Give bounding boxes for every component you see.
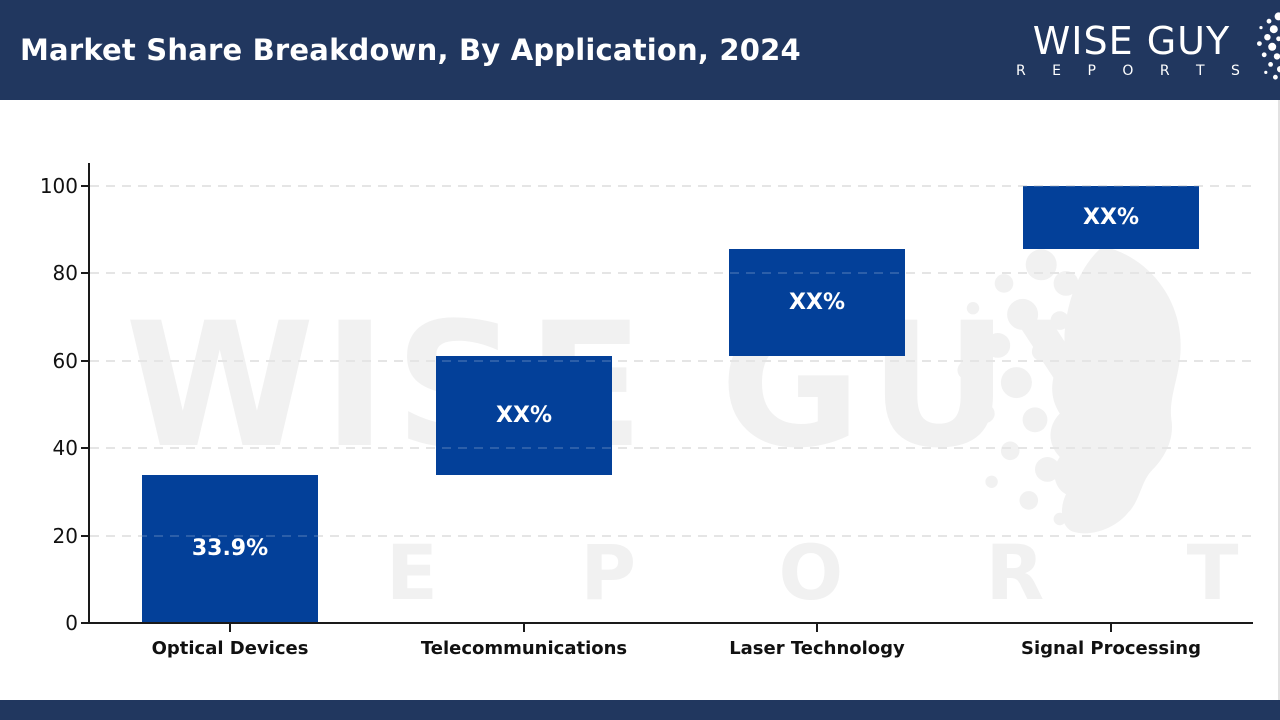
x-axis-tick-mark [229, 624, 231, 632]
x-axis-tick-mark [1110, 624, 1112, 632]
y-axis-tick-mark [81, 622, 89, 624]
x-axis-category-label: Telecommunications [420, 638, 628, 659]
bar-segment: 33.9% [142, 474, 318, 623]
gridline [90, 447, 1252, 450]
watermark-subtitle: R E P O R T S [185, 528, 1280, 617]
chart-area: WISE GUY R E P O R T S 0 20 40 60 80 100 33.9%… [0, 100, 1280, 700]
bar-value-label: XX% [1083, 205, 1139, 231]
y-axis-line [88, 163, 90, 624]
y-axis-tick-label: 20 [52, 523, 78, 548]
bar-value-label: 33.9% [191, 536, 269, 562]
y-axis-tick-label: 40 [52, 436, 78, 461]
y-axis-tick-mark [81, 272, 89, 275]
logo-subtitle: R E P O R T S [1016, 63, 1251, 79]
header-bar: Market Share Breakdown, By Application, … [0, 0, 1280, 100]
footer-bar [0, 700, 1280, 720]
y-axis-tick-label: 60 [52, 348, 78, 373]
x-axis-category-label: Laser Technology [729, 638, 905, 659]
gridline [90, 534, 1252, 537]
watermark-dotted-head-icon [957, 246, 1181, 534]
gridline [90, 185, 1252, 187]
plot-area: WISE GUY R E P O R T S 0 20 40 60 80 100 33.9%… [0, 100, 1280, 700]
y-axis-tick-mark [81, 359, 89, 362]
wise-guy-reports-logo: WISE GUY R E P O R T S [1012, 8, 1280, 92]
x-axis-tick-mark [523, 624, 525, 632]
y-axis-tick-mark [81, 447, 89, 450]
watermark-wordmark: WISE GUY [125, 285, 1150, 486]
bar-value-label: XX% [789, 290, 845, 316]
x-axis-tick-mark [816, 624, 818, 632]
bar-segment: XX% [436, 356, 612, 475]
bar-segment: XX% [1023, 186, 1199, 250]
gridline [90, 272, 1252, 275]
y-axis-tick-mark [81, 534, 89, 537]
page-title: Market Share Breakdown, By Application, … [20, 33, 801, 67]
logo-text: WISE GUY R E P O R T S [1012, 22, 1251, 78]
y-axis-tick-label: 80 [52, 261, 78, 286]
x-axis-category-label: Signal Processing [1020, 638, 1202, 659]
y-axis-tick-label: 100 [39, 174, 78, 198]
x-axis-category-label: Optical Devices [151, 638, 309, 659]
bar-value-label: XX% [496, 403, 552, 429]
y-axis-tick-mark [81, 185, 89, 187]
logo-wordmark: WISE GUY [1032, 19, 1231, 63]
y-axis-tick-label: 0 [65, 611, 78, 635]
bar-segment: XX% [729, 249, 905, 357]
x-axis-line [88, 622, 1253, 624]
logo-dotted-head-icon [1256, 12, 1280, 80]
gridline [90, 359, 1252, 362]
